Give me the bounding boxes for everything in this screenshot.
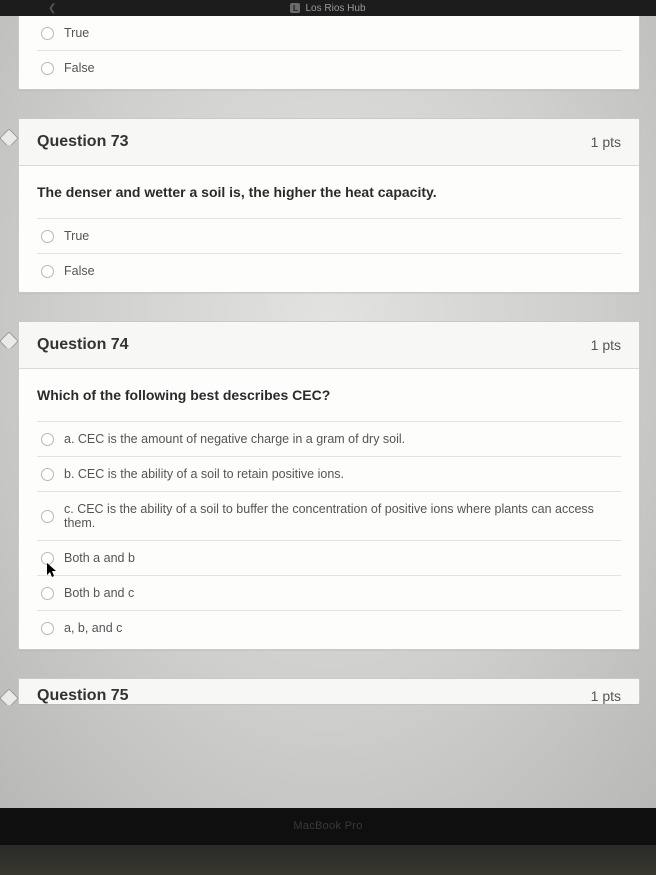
option-label: a. CEC is the amount of negative charge …	[64, 432, 405, 446]
question-header: Question 75 1 pts	[19, 679, 639, 704]
option-label: True	[64, 229, 89, 243]
option-row[interactable]: Both b and c	[37, 576, 621, 611]
option-row[interactable]: b. CEC is the ability of a soil to retai…	[37, 457, 621, 492]
option-label: True	[64, 26, 89, 40]
question-title: Question 74	[37, 336, 129, 354]
question-card-73: Question 73 1 pts The denser and wetter …	[18, 118, 640, 293]
tab-favicon: L	[290, 3, 300, 13]
question-header: Question 73 1 pts	[19, 119, 639, 166]
question-header: Question 74 1 pts	[19, 322, 639, 369]
question-body: The denser and wetter a soil is, the hig…	[19, 166, 639, 292]
question-title: Question 73	[37, 133, 129, 151]
macbook-label: MacBook Pro	[0, 808, 656, 832]
question-points: 1 pts	[591, 337, 621, 353]
question-card-partial-top: True False	[18, 16, 640, 90]
question-title: Question 75	[37, 687, 129, 704]
radio-icon[interactable]	[41, 265, 54, 278]
option-row[interactable]: True	[37, 219, 621, 254]
question-prompt: Which of the following best describes CE…	[37, 387, 621, 403]
options-list: True False	[37, 218, 621, 288]
option-label: False	[64, 264, 95, 278]
option-label: c. CEC is the ability of a soil to buffe…	[64, 502, 617, 530]
option-row[interactable]: False	[37, 254, 621, 288]
radio-icon[interactable]	[41, 62, 54, 75]
option-label: Both a and b	[64, 551, 135, 565]
radio-icon[interactable]	[41, 552, 54, 565]
question-wrap: Question 75 1 pts	[0, 678, 648, 704]
quiz-content: True False Question 73 1 pts	[0, 16, 656, 704]
radio-icon[interactable]	[41, 587, 54, 600]
radio-icon[interactable]	[41, 468, 54, 481]
question-prompt: The denser and wetter a soil is, the hig…	[37, 184, 621, 200]
option-row[interactable]: Both a and b	[37, 541, 621, 576]
option-label: b. CEC is the ability of a soil to retai…	[64, 467, 344, 481]
radio-icon[interactable]	[41, 27, 54, 40]
back-chevron-icon[interactable]: ❮	[48, 3, 56, 14]
browser-tab-bar: ❮ L Los Rios Hub	[0, 0, 656, 16]
option-label: False	[64, 61, 95, 75]
option-label: a, b, and c	[64, 621, 122, 635]
option-row[interactable]: False	[37, 51, 621, 85]
question-wrap: Question 73 1 pts The denser and wetter …	[0, 118, 648, 293]
flag-icon[interactable]	[0, 335, 18, 353]
flag-icon[interactable]	[0, 132, 18, 150]
radio-icon[interactable]	[41, 230, 54, 243]
options-list: a. CEC is the amount of negative charge …	[37, 421, 621, 645]
option-row[interactable]: a, b, and c	[37, 611, 621, 645]
screen-area: ❮ L Los Rios Hub True False	[0, 0, 656, 808]
question-points: 1 pts	[591, 688, 621, 704]
laptop-bezel: MacBook Pro	[0, 808, 656, 875]
option-label: Both b and c	[64, 586, 134, 600]
question-wrap: Question 74 1 pts Which of the following…	[0, 321, 648, 650]
radio-icon[interactable]	[41, 433, 54, 446]
options-list: True False	[37, 16, 621, 85]
radio-icon[interactable]	[41, 510, 54, 523]
tab-title[interactable]: Los Rios Hub	[305, 3, 365, 14]
radio-icon[interactable]	[41, 622, 54, 635]
option-row[interactable]: True	[37, 16, 621, 51]
question-body: Which of the following best describes CE…	[19, 369, 639, 649]
question-points: 1 pts	[591, 134, 621, 150]
flag-icon[interactable]	[0, 692, 18, 710]
question-card-74: Question 74 1 pts Which of the following…	[18, 321, 640, 650]
option-row[interactable]: c. CEC is the ability of a soil to buffe…	[37, 492, 621, 541]
question-card-75-partial: Question 75 1 pts	[18, 678, 640, 704]
option-row[interactable]: a. CEC is the amount of negative charge …	[37, 422, 621, 457]
